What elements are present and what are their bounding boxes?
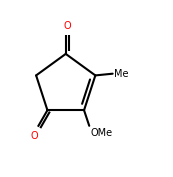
- Text: Me: Me: [113, 69, 128, 79]
- Text: O: O: [63, 21, 71, 31]
- Text: OMe: OMe: [90, 128, 112, 138]
- Text: O: O: [31, 131, 38, 141]
